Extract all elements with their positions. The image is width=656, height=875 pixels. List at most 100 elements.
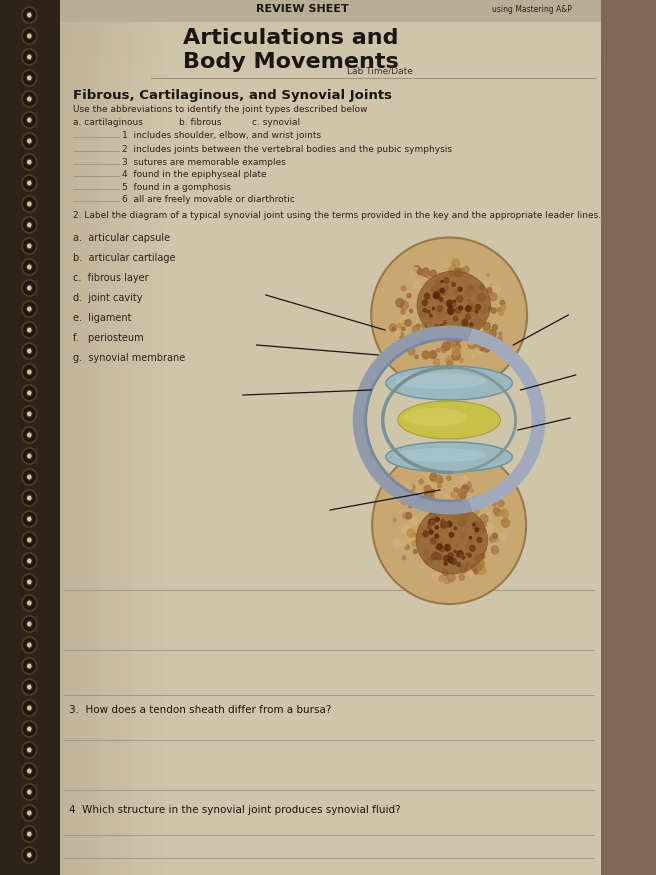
Circle shape [483, 345, 490, 352]
Circle shape [487, 306, 491, 311]
Circle shape [466, 314, 471, 319]
Bar [108, 0, 112, 875]
Circle shape [420, 311, 426, 317]
Circle shape [27, 537, 31, 542]
Circle shape [23, 8, 35, 22]
Circle shape [405, 544, 409, 550]
Circle shape [27, 684, 31, 690]
Circle shape [462, 319, 468, 326]
Ellipse shape [371, 237, 527, 393]
Circle shape [436, 348, 440, 352]
Circle shape [428, 493, 434, 500]
Circle shape [447, 335, 453, 341]
Circle shape [403, 346, 407, 350]
Circle shape [448, 553, 453, 558]
Bar [75, 0, 79, 875]
Circle shape [462, 556, 464, 559]
Circle shape [426, 273, 431, 278]
Circle shape [430, 473, 437, 481]
Text: 4  Which structure in the synovial joint produces synovial fluid?: 4 Which structure in the synovial joint … [69, 805, 400, 815]
Circle shape [27, 474, 31, 480]
Circle shape [483, 280, 489, 286]
Circle shape [467, 503, 474, 511]
Circle shape [23, 92, 35, 106]
Circle shape [434, 552, 437, 556]
Circle shape [21, 804, 37, 822]
Bar [138, 0, 141, 875]
Circle shape [460, 493, 466, 499]
Circle shape [26, 410, 33, 418]
Circle shape [474, 306, 478, 312]
Bar [119, 0, 123, 875]
Circle shape [440, 298, 442, 301]
Bar [148, 0, 152, 875]
Circle shape [475, 311, 478, 313]
Circle shape [499, 533, 506, 540]
Ellipse shape [398, 401, 501, 439]
Circle shape [431, 521, 435, 524]
Bar [104, 0, 108, 875]
Circle shape [23, 50, 35, 64]
Circle shape [424, 293, 430, 299]
Bar [57, 54, 602, 57]
Circle shape [27, 495, 31, 500]
Circle shape [417, 324, 420, 327]
Text: a. cartilaginous: a. cartilaginous [73, 117, 143, 127]
Circle shape [402, 486, 411, 494]
Circle shape [481, 500, 489, 509]
Bar [79, 0, 83, 875]
Circle shape [497, 308, 501, 312]
Bar [57, 57, 602, 60]
Circle shape [451, 329, 455, 333]
Circle shape [412, 267, 419, 275]
Text: g.  synovial membrane: g. synovial membrane [73, 353, 186, 363]
Circle shape [402, 556, 405, 560]
Circle shape [27, 348, 31, 354]
Circle shape [23, 575, 35, 589]
Circle shape [475, 528, 479, 532]
Circle shape [27, 747, 31, 752]
Circle shape [23, 470, 35, 484]
Circle shape [415, 540, 419, 545]
Circle shape [396, 298, 404, 307]
Text: using Mastering A&P: using Mastering A&P [492, 4, 571, 13]
Circle shape [459, 306, 462, 310]
Circle shape [457, 563, 461, 566]
Circle shape [447, 552, 452, 558]
Circle shape [426, 557, 432, 564]
Circle shape [23, 785, 35, 799]
Circle shape [26, 578, 33, 586]
Circle shape [26, 641, 33, 649]
Bar [123, 0, 127, 875]
Circle shape [404, 341, 408, 346]
Circle shape [26, 326, 33, 334]
Bar [57, 0, 602, 3]
Circle shape [408, 348, 415, 355]
Circle shape [437, 305, 443, 312]
Circle shape [435, 325, 438, 327]
Circle shape [461, 486, 468, 493]
Ellipse shape [416, 506, 487, 574]
Circle shape [443, 570, 448, 576]
Circle shape [407, 294, 411, 298]
Circle shape [457, 551, 462, 556]
Circle shape [452, 283, 455, 286]
Circle shape [430, 521, 434, 525]
Circle shape [26, 851, 33, 859]
Circle shape [455, 553, 459, 558]
Circle shape [21, 69, 37, 87]
Circle shape [451, 273, 454, 276]
Circle shape [26, 137, 33, 145]
Circle shape [26, 95, 33, 103]
Circle shape [27, 54, 31, 60]
Circle shape [443, 321, 447, 325]
Circle shape [472, 563, 479, 571]
Circle shape [479, 569, 483, 573]
Circle shape [413, 326, 420, 333]
Bar [57, 51, 602, 54]
Circle shape [21, 447, 37, 465]
Circle shape [452, 347, 460, 355]
Ellipse shape [417, 271, 491, 339]
Circle shape [459, 574, 464, 580]
Circle shape [501, 509, 505, 514]
